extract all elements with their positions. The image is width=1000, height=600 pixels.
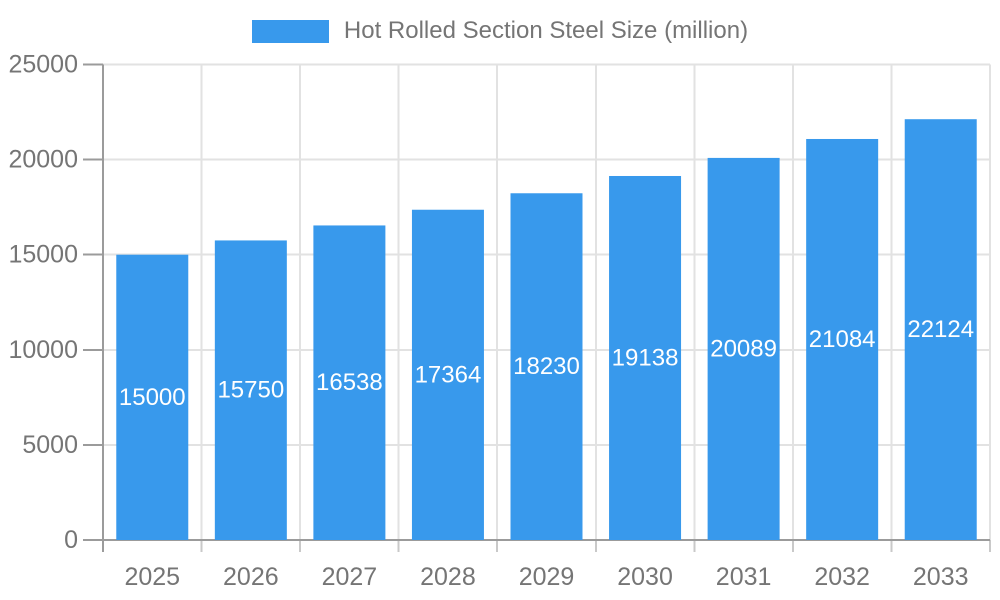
bar[interactable]: [510, 193, 583, 541]
bar-value-label: 15000: [119, 384, 186, 411]
bar-value-label: 20089: [710, 335, 777, 362]
x-tick-label: 2029: [519, 563, 575, 591]
bar-value-label: 19138: [612, 344, 679, 371]
bar[interactable]: [313, 225, 386, 540]
x-tick-label: 2030: [617, 563, 673, 591]
y-tick-label: 15000: [8, 241, 78, 269]
x-tick-label: 2031: [716, 563, 772, 591]
bar-value-label: 21084: [809, 326, 876, 353]
x-tick-label: 2026: [223, 563, 279, 591]
bar[interactable]: [707, 157, 780, 540]
bar-value-label: 18230: [513, 353, 580, 380]
y-tick-label: 5000: [22, 431, 78, 459]
x-tick-label: 2028: [420, 563, 476, 591]
x-tick-label: 2027: [322, 563, 378, 591]
x-tick-label: 2033: [913, 563, 969, 591]
bar[interactable]: [904, 119, 977, 540]
legend-swatch-icon: [251, 19, 329, 43]
legend-label: Hot Rolled Section Steel Size (million): [343, 17, 749, 44]
y-tick-label: 20000: [8, 146, 78, 174]
bar[interactable]: [806, 138, 879, 541]
y-tick-label: 25000: [8, 51, 78, 79]
y-tick-label: 0: [64, 526, 78, 554]
bar[interactable]: [116, 254, 189, 540]
x-tick-label: 2032: [814, 563, 870, 591]
bar-value-label: 22124: [907, 316, 974, 343]
bar-value-label: 16538: [316, 369, 383, 396]
y-tick-label: 10000: [8, 336, 78, 364]
bar-value-label: 15750: [217, 377, 284, 404]
bar-value-label: 17364: [415, 361, 482, 388]
bar[interactable]: [411, 209, 484, 540]
bar[interactable]: [214, 240, 287, 540]
x-tick-label: 2025: [124, 563, 180, 591]
bar[interactable]: [609, 175, 682, 540]
legend[interactable]: Hot Rolled Section Steel Size (million): [0, 17, 1000, 45]
